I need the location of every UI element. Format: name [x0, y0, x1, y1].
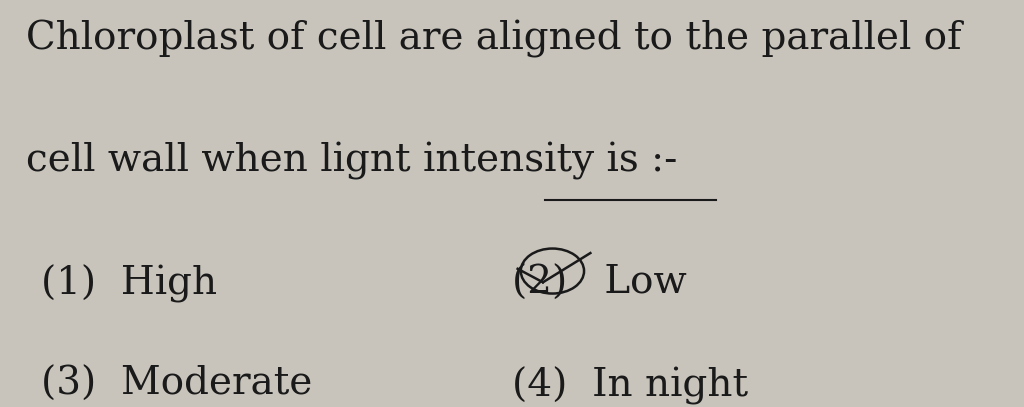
Text: (1)  High: (1) High	[41, 265, 217, 303]
Text: (3)  Moderate: (3) Moderate	[41, 366, 312, 403]
Text: cell wall when lignt intensity is :-: cell wall when lignt intensity is :-	[26, 142, 677, 180]
Text: (2)   Low: (2) Low	[512, 265, 687, 302]
Text: (4)  In night: (4) In night	[512, 366, 749, 405]
Text: Chloroplast of cell are aligned to the parallel of: Chloroplast of cell are aligned to the p…	[26, 20, 962, 58]
